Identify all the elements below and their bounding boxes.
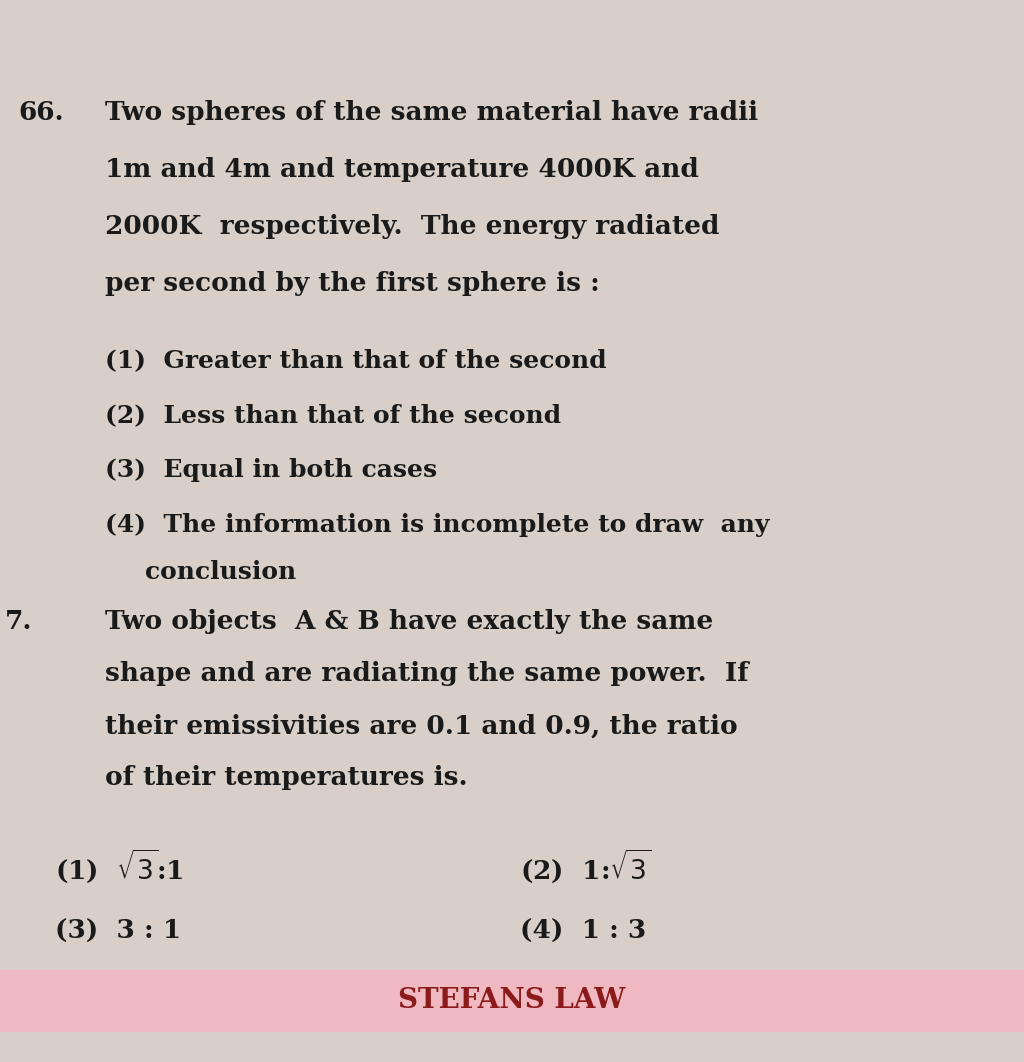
Text: Two spheres of the same material have radii: Two spheres of the same material have ra… — [105, 100, 758, 125]
Text: of their temperatures is.: of their temperatures is. — [105, 766, 468, 790]
Text: (2)  1:$\sqrt{3}$: (2) 1:$\sqrt{3}$ — [520, 847, 651, 885]
Text: (4)  1 : 3: (4) 1 : 3 — [520, 920, 646, 944]
Text: their emissivities are 0.1 and 0.9, the ratio: their emissivities are 0.1 and 0.9, the … — [105, 714, 737, 738]
Text: STEFANS LAW: STEFANS LAW — [398, 988, 626, 1014]
Text: 2000K  respectively.  The energy radiated: 2000K respectively. The energy radiated — [105, 215, 720, 239]
Text: (4)  The information is incomplete to draw  any: (4) The information is incomplete to dra… — [105, 513, 769, 537]
Text: (1)  $\sqrt{3}$:1: (1) $\sqrt{3}$:1 — [55, 847, 183, 885]
Text: 1m and 4m and temperature 4000K and: 1m and 4m and temperature 4000K and — [105, 157, 698, 182]
Text: 66.: 66. — [18, 100, 63, 125]
Text: 7.: 7. — [5, 610, 33, 634]
Text: (3)  Equal in both cases: (3) Equal in both cases — [105, 458, 437, 482]
Text: shape and are radiating the same power.  If: shape and are radiating the same power. … — [105, 662, 749, 686]
Text: (3)  3 : 1: (3) 3 : 1 — [55, 920, 181, 944]
Text: conclusion: conclusion — [145, 560, 296, 584]
Text: per second by the first sphere is :: per second by the first sphere is : — [105, 271, 600, 296]
Text: (1)  Greater than that of the second: (1) Greater than that of the second — [105, 348, 606, 372]
Text: (2)  Less than that of the second: (2) Less than that of the second — [105, 402, 561, 427]
Text: Two objects  A & B have exactly the same: Two objects A & B have exactly the same — [105, 610, 714, 634]
